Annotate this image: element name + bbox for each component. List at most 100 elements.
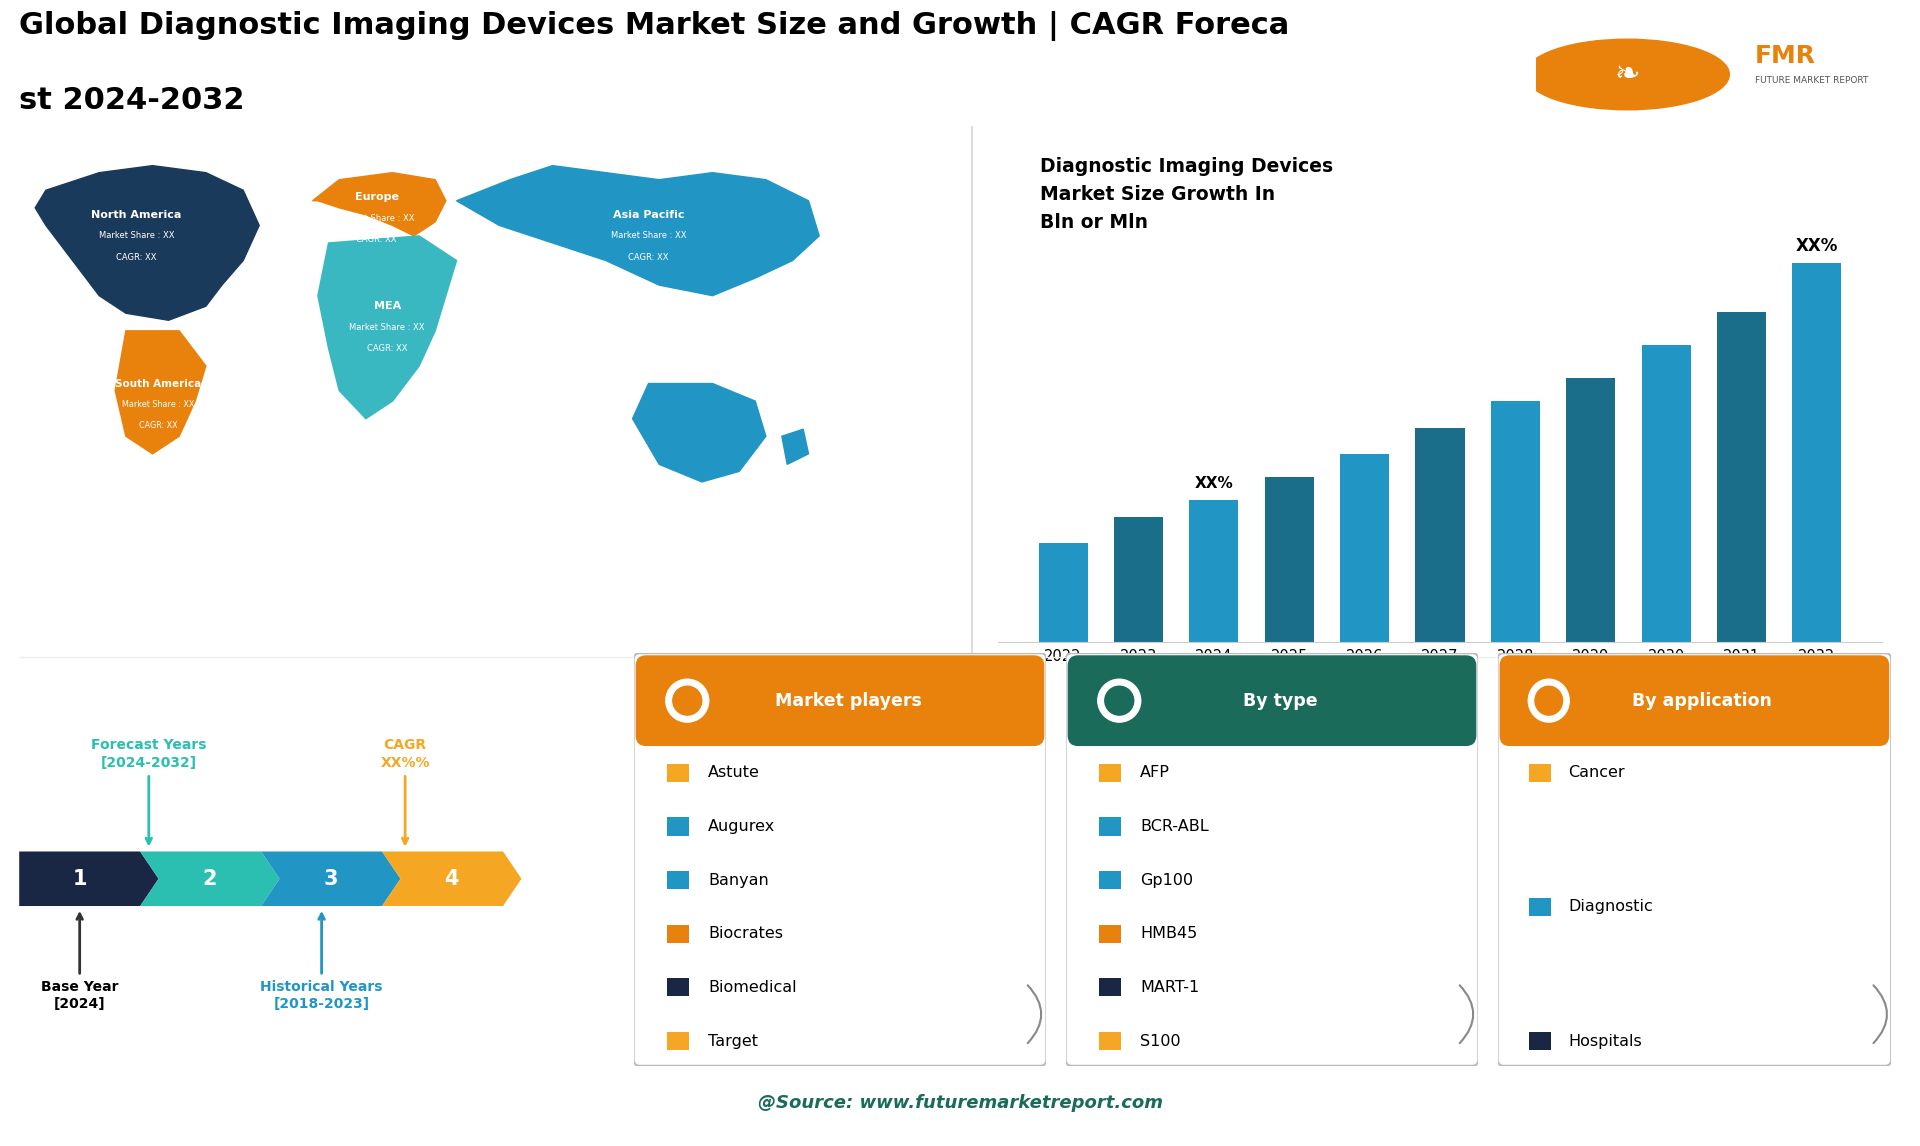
FancyBboxPatch shape: [1098, 1031, 1121, 1050]
Text: 1: 1: [73, 869, 86, 889]
Text: Gp100: Gp100: [1140, 872, 1192, 888]
Bar: [1114, 517, 1164, 642]
Text: Market Share : XX: Market Share : XX: [98, 231, 175, 241]
Text: Banyan: Banyan: [708, 872, 768, 888]
Bar: [1415, 427, 1465, 642]
Text: XX%: XX%: [1194, 477, 1233, 492]
Text: FMR: FMR: [1755, 44, 1816, 68]
Text: CAGR: XX: CAGR: XX: [138, 422, 177, 430]
Text: CAGR: XX: CAGR: XX: [357, 235, 397, 244]
Text: By application: By application: [1632, 692, 1772, 709]
Polygon shape: [261, 851, 401, 906]
FancyBboxPatch shape: [1098, 763, 1121, 782]
Circle shape: [1104, 686, 1133, 715]
Polygon shape: [35, 166, 259, 320]
Circle shape: [1524, 39, 1730, 110]
FancyBboxPatch shape: [1066, 653, 1478, 1066]
Text: Market players: Market players: [776, 692, 922, 709]
Circle shape: [1528, 680, 1569, 722]
Text: S100: S100: [1140, 1034, 1181, 1049]
Circle shape: [1534, 686, 1563, 715]
FancyBboxPatch shape: [1528, 763, 1551, 782]
Text: CAGR: XX: CAGR: XX: [628, 252, 668, 261]
Text: South America: South America: [115, 378, 202, 388]
FancyBboxPatch shape: [666, 871, 689, 889]
Bar: [1642, 345, 1692, 642]
Text: CAGR: XX: CAGR: XX: [117, 252, 157, 261]
Text: FUTURE MARKET REPORT: FUTURE MARKET REPORT: [1755, 77, 1868, 85]
Circle shape: [1098, 680, 1140, 722]
Polygon shape: [382, 851, 522, 906]
Text: Hospitals: Hospitals: [1569, 1034, 1642, 1049]
Polygon shape: [19, 851, 159, 906]
Text: AFP: AFP: [1140, 766, 1169, 780]
Polygon shape: [632, 384, 766, 482]
FancyBboxPatch shape: [1528, 1031, 1551, 1050]
Text: ❧: ❧: [1615, 60, 1640, 89]
Text: 2: 2: [204, 869, 217, 889]
Text: MART-1: MART-1: [1140, 980, 1200, 995]
Text: Target: Target: [708, 1034, 758, 1049]
Bar: [1039, 543, 1087, 642]
FancyBboxPatch shape: [666, 1031, 689, 1050]
Text: @Source: www.futuremarketreport.com: @Source: www.futuremarketreport.com: [758, 1094, 1162, 1112]
Polygon shape: [781, 430, 808, 464]
Text: Europe: Europe: [355, 193, 399, 202]
Polygon shape: [457, 166, 820, 296]
Text: Market Share : XX: Market Share : XX: [121, 400, 194, 409]
Text: Market Share : XX: Market Share : XX: [611, 231, 685, 241]
Circle shape: [666, 680, 708, 722]
FancyBboxPatch shape: [666, 979, 689, 997]
Text: Augurex: Augurex: [708, 819, 776, 834]
Text: Biomedical: Biomedical: [708, 980, 797, 995]
Text: 3: 3: [324, 869, 338, 889]
Bar: [1793, 262, 1841, 642]
Text: North America: North America: [92, 210, 182, 220]
Text: 4: 4: [445, 869, 459, 889]
Text: Market Share : XX: Market Share : XX: [349, 323, 424, 332]
FancyBboxPatch shape: [1098, 925, 1121, 943]
FancyBboxPatch shape: [666, 817, 689, 835]
Text: HMB45: HMB45: [1140, 926, 1198, 941]
Bar: [1716, 312, 1766, 642]
Text: st 2024-2032: st 2024-2032: [19, 86, 244, 115]
FancyBboxPatch shape: [1068, 656, 1476, 746]
Text: Base Year
[2024]: Base Year [2024]: [40, 980, 119, 1012]
Bar: [1188, 500, 1238, 642]
Text: Cancer: Cancer: [1569, 766, 1624, 780]
Text: MEA: MEA: [374, 301, 401, 312]
Polygon shape: [313, 173, 445, 236]
Bar: [1340, 454, 1388, 642]
Polygon shape: [115, 331, 205, 454]
Text: CAGR
XX%%: CAGR XX%%: [380, 738, 430, 770]
Text: XX%: XX%: [1795, 237, 1837, 256]
Text: Forecast Years
[2024-2032]: Forecast Years [2024-2032]: [90, 738, 207, 770]
Polygon shape: [140, 851, 280, 906]
Polygon shape: [319, 236, 457, 418]
FancyBboxPatch shape: [1098, 817, 1121, 835]
Text: Market Share : XX: Market Share : XX: [338, 214, 415, 222]
Bar: [1567, 378, 1615, 642]
Text: Historical Years
[2018-2023]: Historical Years [2018-2023]: [261, 980, 382, 1012]
FancyBboxPatch shape: [666, 925, 689, 943]
FancyBboxPatch shape: [636, 656, 1044, 746]
Circle shape: [672, 686, 701, 715]
FancyBboxPatch shape: [1528, 897, 1551, 916]
FancyBboxPatch shape: [1500, 656, 1889, 746]
FancyBboxPatch shape: [1098, 871, 1121, 889]
Text: Global Diagnostic Imaging Devices Market Size and Growth | CAGR Foreca: Global Diagnostic Imaging Devices Market…: [19, 11, 1290, 41]
Text: Astute: Astute: [708, 766, 760, 780]
Text: Diagnostic Imaging Devices
Market Size Growth In
Bln or Mln: Diagnostic Imaging Devices Market Size G…: [1041, 157, 1334, 231]
Text: CAGR: XX: CAGR: XX: [367, 344, 407, 353]
Text: By type: By type: [1242, 692, 1317, 709]
Bar: [1265, 477, 1313, 642]
Text: Diagnostic: Diagnostic: [1569, 900, 1653, 915]
Text: Biocrates: Biocrates: [708, 926, 783, 941]
FancyBboxPatch shape: [634, 653, 1046, 1066]
Text: Asia Pacific: Asia Pacific: [612, 210, 684, 220]
Bar: [1492, 401, 1540, 642]
Text: BCR-ABL: BCR-ABL: [1140, 819, 1208, 834]
FancyBboxPatch shape: [666, 763, 689, 782]
FancyBboxPatch shape: [1098, 979, 1121, 997]
FancyBboxPatch shape: [1498, 653, 1891, 1066]
